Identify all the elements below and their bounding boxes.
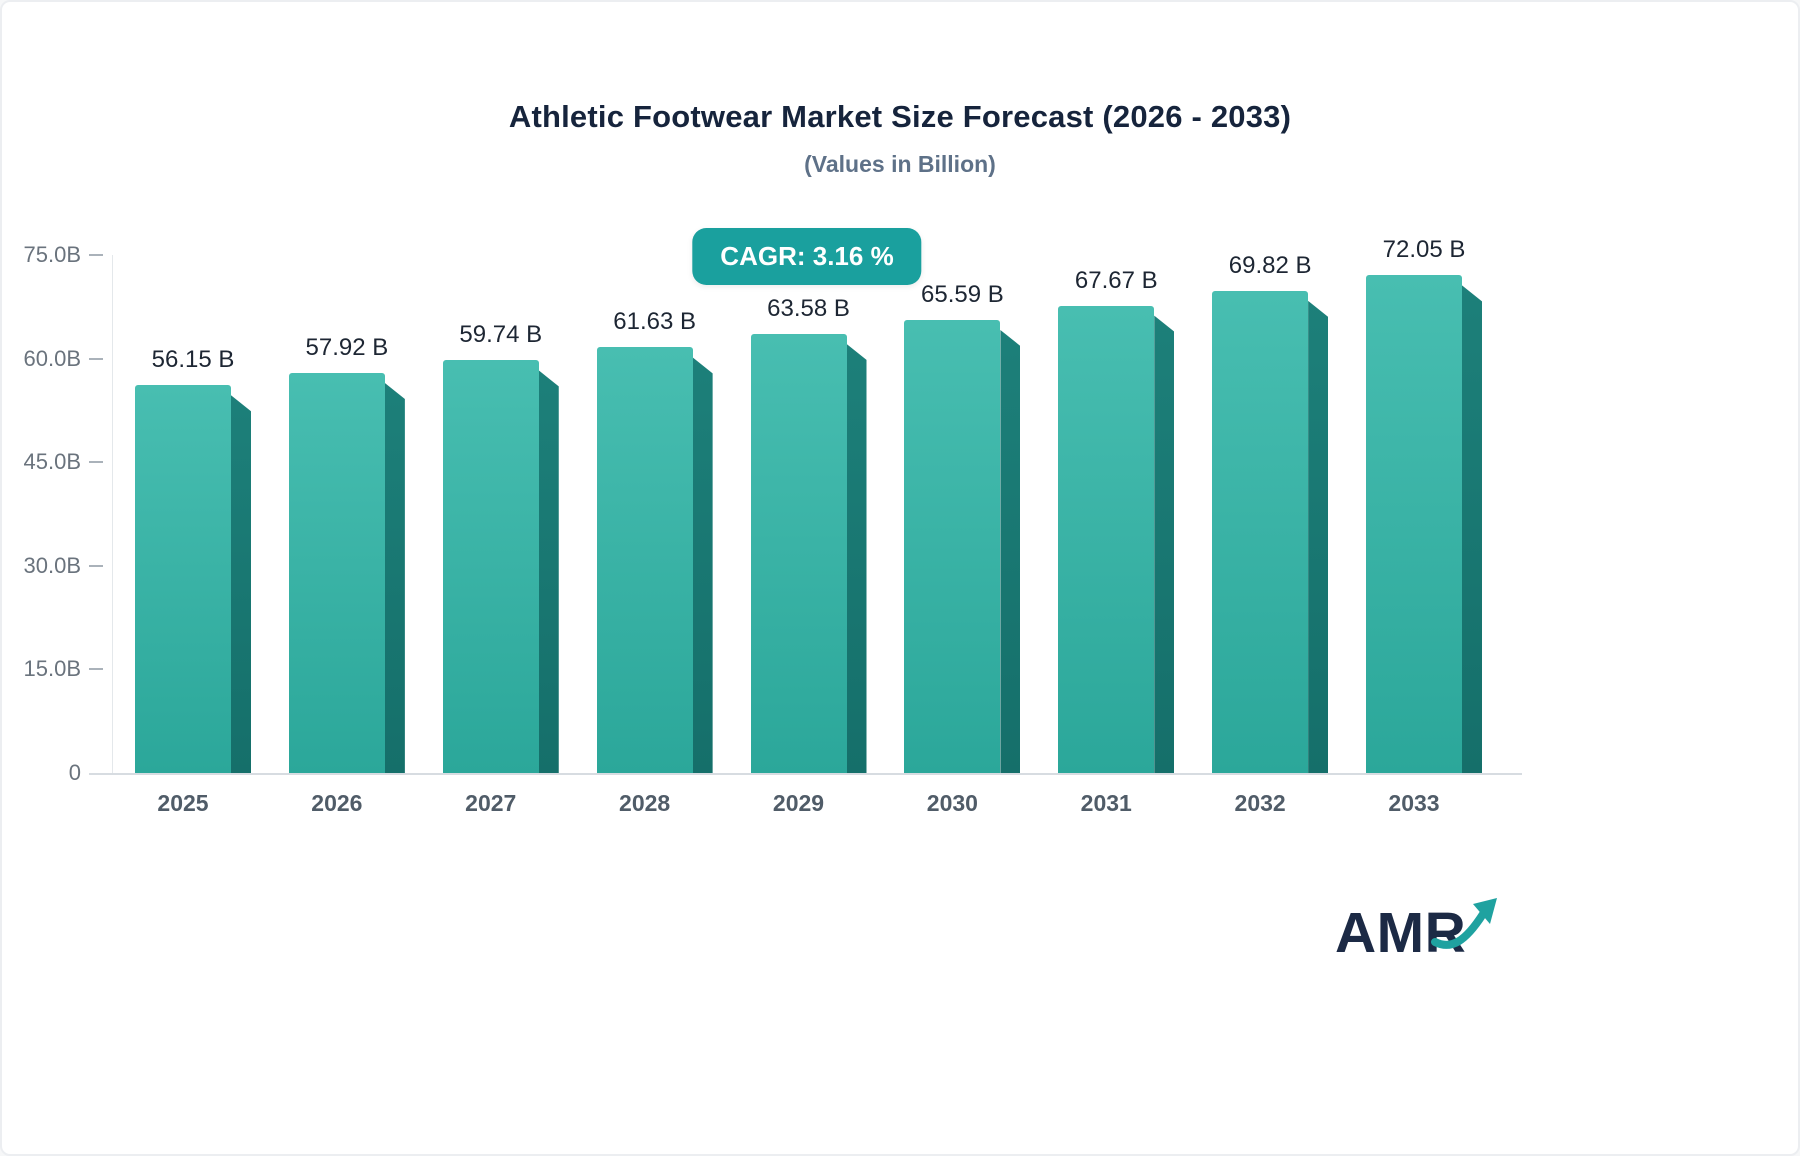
bar-front-face: [442, 360, 539, 773]
x-axis-label: 2028: [619, 790, 671, 816]
bar-value-label: 65.59 B: [921, 281, 1004, 308]
bar-side-face: [538, 370, 559, 773]
bar-value-label: 72.05 B: [1382, 236, 1466, 264]
bar-side-face: [384, 383, 405, 773]
y-tick-label: 30.0B: [23, 552, 82, 578]
bar-front-face: [1058, 305, 1155, 773]
amr-logo: AMR: [1335, 898, 1505, 972]
x-axis-label: 2033: [1388, 790, 1440, 816]
cagr-badge: CAGR: 3.16 %: [692, 228, 922, 285]
bar-value-label: 59.74 B: [459, 321, 543, 349]
y-tick-label: 15.0B: [23, 656, 82, 682]
bar-value-label: 56.15 B: [151, 346, 235, 374]
bar-group-2033: 72.05 B 2033: [1366, 236, 1482, 816]
chart-subtitle: (Values in Billion): [804, 151, 996, 177]
x-axis-line: [89, 773, 1522, 775]
bar-group-2026: 57.92 B 2026: [288, 334, 405, 816]
bar-group-2025: 56.15 B 2025: [135, 346, 251, 816]
y-tick-label: 45.0B: [23, 449, 82, 475]
bar-front-face: [750, 333, 847, 773]
bar: 59.74 B: [442, 321, 559, 773]
plot-area-wrap: 56.15 B 2025 57.92 B 2026 59.74 B 2027 61.63 B…: [24, 236, 1522, 816]
bar-group-2031: 67.67 B 2031: [1058, 267, 1175, 816]
bar: 61.63 B: [596, 308, 713, 773]
bar-value-label: 61.63 B: [613, 308, 696, 336]
bar-side-face: [846, 343, 867, 773]
chart-title: Athletic Footwear Market Size Forecast (…: [508, 99, 1292, 134]
bar: 69.82 B: [1212, 252, 1329, 773]
x-axis-label: 2032: [1234, 790, 1286, 816]
x-axis-label: 2026: [311, 790, 363, 816]
bar-side-face: [692, 357, 713, 773]
bar-group-2029: 63.58 B 2029: [750, 295, 867, 816]
bar-front-face: [1212, 290, 1309, 773]
bar-value-label: 63.58 B: [767, 294, 850, 322]
bar-value-label: 67.67 B: [1074, 266, 1158, 294]
x-axis-label: 2027: [465, 790, 517, 816]
bar: 56.15 B: [135, 346, 251, 773]
bar: 63.58 B: [750, 295, 867, 773]
bar: 67.67 B: [1058, 267, 1175, 773]
bar-front-face: [596, 347, 693, 773]
y-tick-dash: [89, 668, 103, 671]
y-tick-dash: [89, 564, 103, 567]
bar: 57.92 B: [288, 334, 405, 773]
bar-front-face: [1366, 275, 1462, 773]
y-tick-label: 0: [68, 760, 81, 785]
bar-side-face: [231, 395, 251, 773]
y-tick-label: 60.0B: [23, 345, 82, 371]
bar: 65.59 B: [904, 281, 1021, 773]
x-axis-label: 2029: [772, 790, 825, 816]
bar-group-2032: 69.82 B 2032: [1212, 252, 1329, 816]
bar-side-face: [1462, 285, 1482, 773]
bar: 72.05 B: [1366, 236, 1482, 773]
x-axis-label: 2030: [926, 790, 978, 816]
growth-arrow-icon: [1431, 898, 1497, 949]
x-axis-label: 2025: [157, 790, 209, 816]
x-axis-label: 2031: [1080, 790, 1132, 816]
amr-logo-text: AMR: [1335, 901, 1467, 965]
bar-value-label: 69.82 B: [1228, 251, 1312, 279]
y-tick-dash: [89, 254, 103, 256]
bar-front-face: [288, 373, 385, 773]
y-tick-dash: [89, 461, 103, 464]
bar-value-label: 57.92 B: [305, 334, 389, 361]
bar-front-face: [904, 320, 1001, 773]
plot-area: 56.15 B 2025 57.92 B 2026 59.74 B 2027 61.63 B…: [113, 236, 1522, 816]
bar-group-2027: 59.74 B 2027: [442, 321, 559, 816]
bar-side-face: [1154, 315, 1175, 773]
y-tick-dash: [89, 357, 103, 360]
bar-group-2030: 65.59 B 2030: [904, 281, 1021, 816]
bar-group-2028: 61.63 B 2028: [596, 308, 713, 816]
bar-side-face: [1308, 300, 1329, 773]
y-tick-label: 75.0B: [23, 242, 82, 267]
bar-front-face: [135, 385, 231, 773]
bar-side-face: [1000, 330, 1021, 773]
